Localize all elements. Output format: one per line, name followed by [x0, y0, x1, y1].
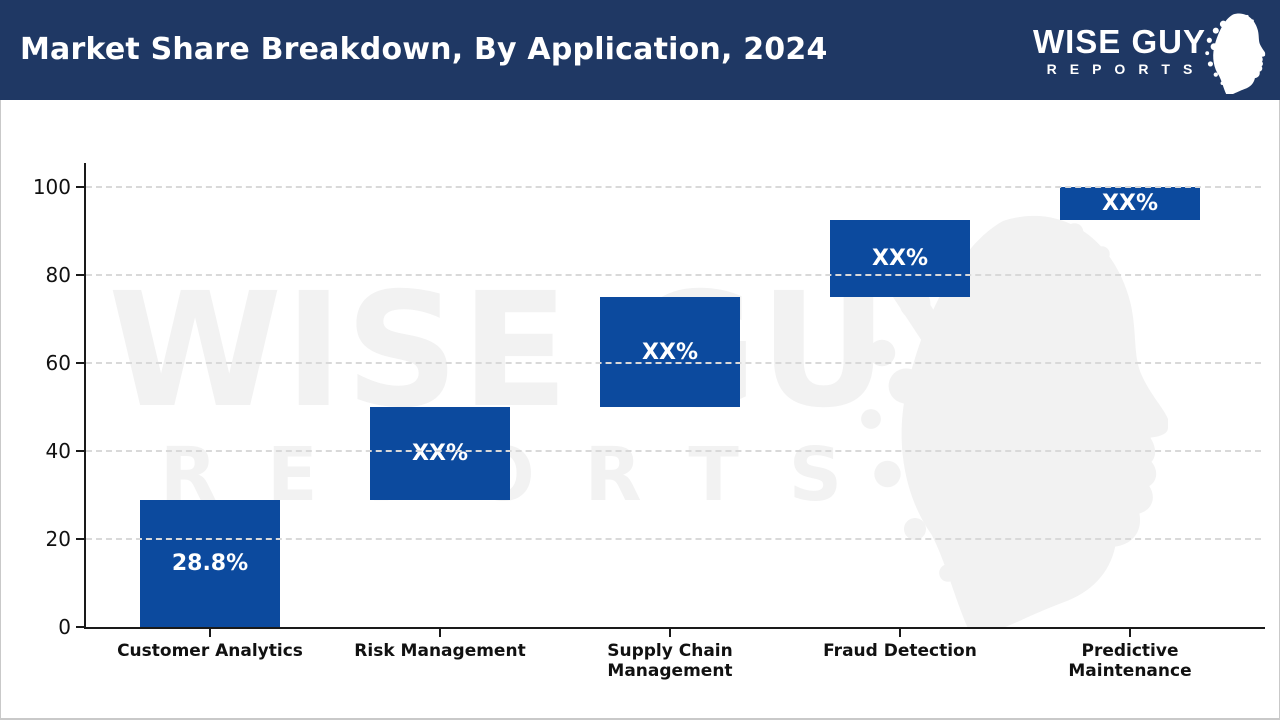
x-tick: [669, 629, 671, 637]
x-category-label: Fraud Detection: [823, 641, 977, 661]
x-tick: [1129, 629, 1131, 637]
y-tick-label: 20: [45, 527, 71, 551]
y-tick: [76, 186, 84, 188]
x-category-label: Customer Analytics: [117, 641, 303, 661]
gridline: [86, 538, 1261, 540]
x-tick: [209, 629, 211, 637]
x-tick: [899, 629, 901, 637]
y-tick: [76, 538, 84, 540]
brand-face-icon: [1200, 8, 1266, 94]
y-tick-label: 80: [45, 263, 71, 287]
bar: 28.8%: [140, 500, 280, 627]
bar-label: XX%: [642, 339, 698, 365]
bar: XX%: [830, 220, 970, 297]
y-tick: [76, 362, 84, 364]
y-tick-label: 100: [32, 175, 71, 199]
watermark-text-line1: WISE GUY: [108, 259, 1007, 443]
x-category-label: Supply Chain Management: [607, 641, 733, 681]
bar-label: XX%: [1102, 191, 1158, 216]
page-title: Market Share Breakdown, By Application, …: [20, 32, 828, 67]
bar-label: XX%: [412, 441, 468, 467]
y-tick: [76, 274, 84, 276]
x-axis-line: [84, 627, 1265, 629]
header-bar: Market Share Breakdown, By Application, …: [0, 0, 1280, 100]
brand-wordmark: WISE GUY REPORTS: [1032, 22, 1206, 78]
brand-wordmark-line2: REPORTS: [1046, 61, 1206, 78]
y-axis-line: [84, 163, 86, 629]
x-category-label: Predictive Maintenance: [1068, 641, 1192, 681]
bar: XX%: [600, 297, 740, 407]
y-tick: [76, 450, 84, 452]
bar-label: XX%: [872, 246, 928, 271]
brand-logo: WISE GUY REPORTS: [1033, 6, 1266, 96]
x-tick: [439, 629, 441, 637]
gridline: [86, 186, 1261, 188]
y-tick: [76, 626, 84, 628]
bar-label: 28.8%: [171, 551, 249, 577]
gridline: [86, 450, 1261, 452]
y-tick-label: 60: [45, 351, 71, 375]
bar: XX%: [1060, 187, 1200, 220]
bar: XX%: [370, 407, 510, 501]
x-category-label: Risk Management: [354, 641, 526, 661]
y-tick-label: 40: [45, 439, 71, 463]
gridline: [86, 274, 1261, 276]
y-tick-label: 0: [58, 615, 71, 639]
brand-wordmark-line1: WISE GUY: [1032, 22, 1206, 60]
gridline: [86, 362, 1261, 364]
